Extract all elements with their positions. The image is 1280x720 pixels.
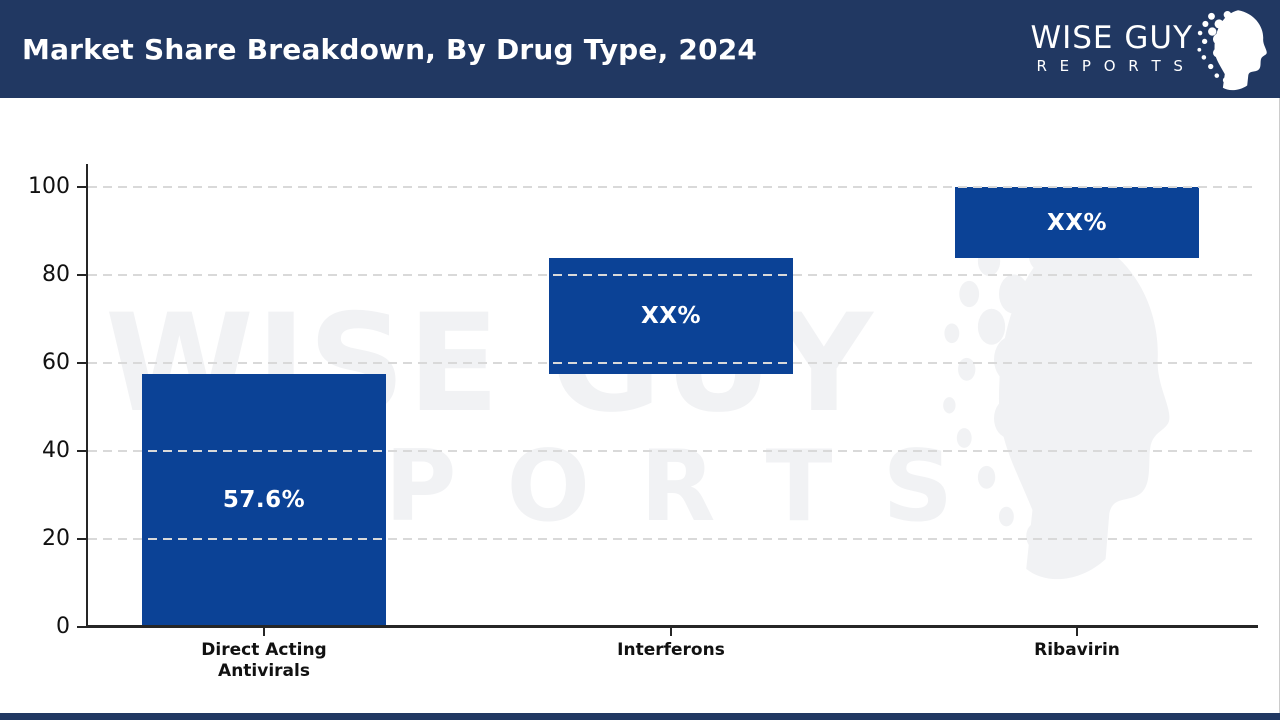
y-tick-label: 40 — [42, 438, 70, 463]
page-title: Market Share Breakdown, By Drug Type, 20… — [22, 32, 758, 66]
y-tick-mark — [77, 538, 87, 540]
x-category-label-line: Direct Acting — [201, 640, 327, 660]
logo-text: WISE GUY R E P O R T S — [1030, 20, 1193, 76]
bottom-bar — [0, 713, 1280, 720]
y-axis-line — [86, 164, 88, 628]
header: Market Share Breakdown, By Drug Type, 20… — [0, 0, 1280, 98]
y-tick-mark — [77, 186, 87, 188]
y-tick-label: 20 — [42, 526, 70, 551]
y-tick-label: 100 — [28, 174, 70, 199]
x-category-label-line: Interferons — [617, 640, 725, 660]
x-category-label-line: Ribavirin — [1034, 640, 1120, 660]
bar-segment: 57.6% — [142, 373, 386, 627]
watermark-head-icon — [932, 222, 1180, 582]
x-tick-mark — [670, 628, 672, 636]
gridline — [88, 538, 1256, 540]
logo-head-icon — [1194, 7, 1270, 91]
y-tick-label: 80 — [42, 262, 70, 287]
logo-wordmark: WISE GUY — [1030, 20, 1193, 56]
gridline — [88, 274, 1256, 276]
bar-segment: XX% — [549, 258, 793, 374]
x-tick-mark — [263, 628, 265, 636]
y-tick-mark — [77, 274, 87, 276]
y-tick-mark — [77, 626, 87, 628]
x-category-label-line: Antivirals — [218, 661, 310, 681]
x-category-label: Direct Acting Antivirals — [114, 640, 414, 682]
y-tick-mark — [77, 450, 87, 452]
x-tick-mark — [1076, 628, 1078, 636]
logo-subtitle: R E P O R T S — [1036, 57, 1187, 75]
bar-value-label: XX% — [1046, 209, 1107, 236]
x-category-label: Interferons — [521, 640, 821, 661]
x-axis-line — [86, 625, 1258, 628]
x-category-label: Ribavirin — [927, 640, 1227, 661]
gridline — [88, 186, 1256, 188]
y-tick-label: 0 — [56, 614, 70, 639]
bar-segment: XX% — [955, 187, 1199, 259]
bar-value-label: XX% — [640, 302, 701, 329]
gridline — [88, 450, 1256, 452]
y-tick-mark — [77, 362, 87, 364]
y-tick-label: 60 — [42, 350, 70, 375]
wise-guy-reports-logo: WISE GUY R E P O R T S — [1030, 7, 1270, 91]
bar-value-label: 57.6% — [222, 487, 306, 514]
gridline — [88, 362, 1256, 364]
